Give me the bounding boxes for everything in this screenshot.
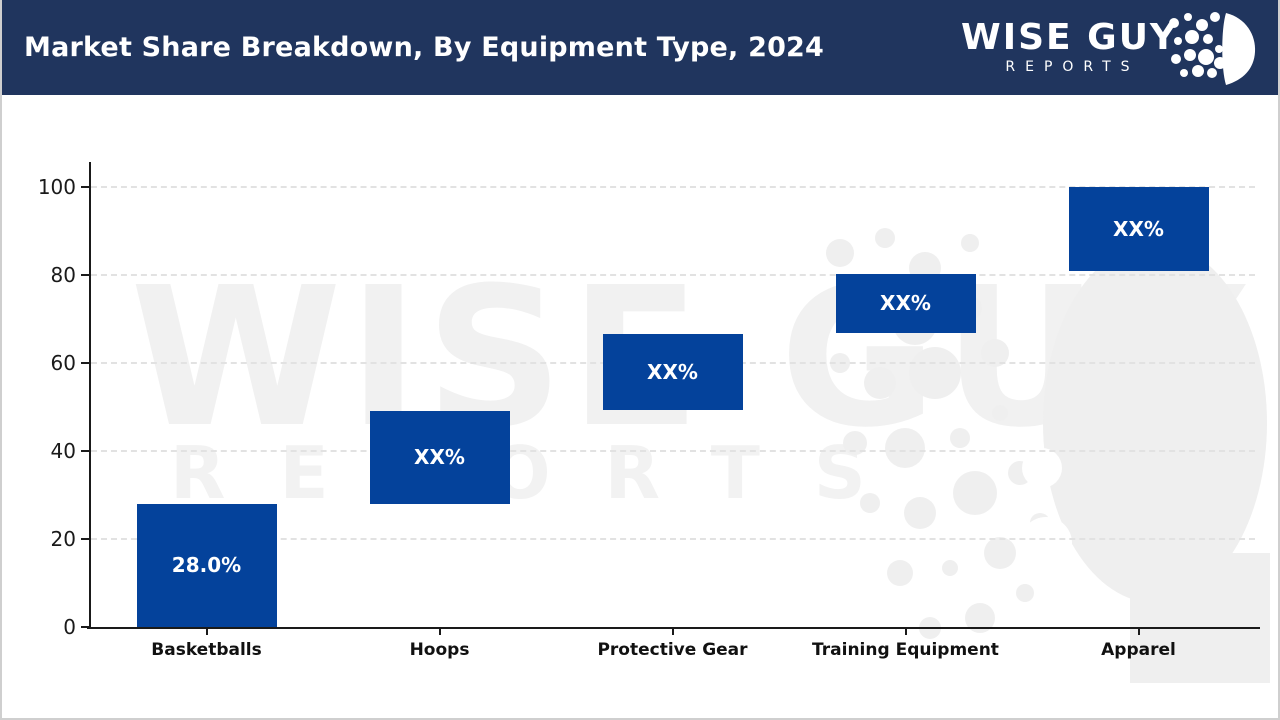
gridline-40 <box>91 450 1255 452</box>
category-label-2: Hoops <box>409 640 470 660</box>
bar-value-label: XX% <box>414 445 465 470</box>
category-label-5: Apparel <box>1101 640 1176 660</box>
y-tick-mark <box>81 186 89 188</box>
wise-guy-logo: WISE GUY REPORTS <box>961 9 1256 87</box>
logo-title: WISE GUY <box>960 17 1178 58</box>
category-label-1: Basketballs <box>151 640 262 660</box>
y-tick-mark <box>81 362 89 364</box>
gridline-80 <box>91 274 1255 276</box>
x-tick-mark <box>205 628 208 635</box>
header: Market Share Breakdown, By Equipment Typ… <box>2 0 1278 95</box>
x-tick-mark <box>904 628 907 635</box>
gridline-20 <box>91 538 1255 540</box>
y-tick-label: 20 <box>50 527 76 551</box>
bar-value-label: 28.0% <box>171 553 242 578</box>
y-tick-mark <box>81 538 89 540</box>
x-axis-line <box>87 627 1260 629</box>
chart-title: Market Share Breakdown, By Equipment Typ… <box>24 32 825 63</box>
y-tick-label: 60 <box>50 351 76 375</box>
wise-guy-head-icon <box>1169 11 1256 85</box>
bar-apparel: XX% <box>1068 187 1209 272</box>
x-tick-mark <box>438 628 441 635</box>
y-tick-label: 40 <box>50 439 76 463</box>
bar-value-label: XX% <box>880 291 931 316</box>
bar-protective-gear: XX% <box>602 333 743 411</box>
y-tick-label: 100 <box>37 175 76 199</box>
chart-area: WISE GUY REPORTS 0 20 40 60 80 100 28.0% Basket… <box>2 95 1278 718</box>
x-tick-mark <box>1137 628 1140 635</box>
y-tick-mark <box>81 450 89 452</box>
bar-basketballs: 28.0% <box>136 503 277 627</box>
watermark-reports-text: REPORTS <box>170 431 920 515</box>
category-label-3: Protective Gear <box>597 640 748 660</box>
bar-training-equipment: XX% <box>835 273 976 334</box>
category-label-4: Training Equipment <box>812 640 999 660</box>
y-tick-mark <box>81 274 89 276</box>
y-tick-label: 80 <box>50 263 76 287</box>
bar-value-label: XX% <box>1113 217 1164 242</box>
y-axis-line <box>89 162 91 629</box>
logo-subtitle: REPORTS <box>1005 59 1140 75</box>
bar-hoops: XX% <box>369 410 510 504</box>
bar-value-label: XX% <box>647 360 698 384</box>
gridline-100 <box>91 186 1255 188</box>
x-tick-mark <box>671 628 674 635</box>
y-tick-label: 0 <box>63 615 76 639</box>
logo-text: WISE GUY REPORTS <box>960 17 1178 76</box>
y-tick-mark <box>81 626 89 628</box>
